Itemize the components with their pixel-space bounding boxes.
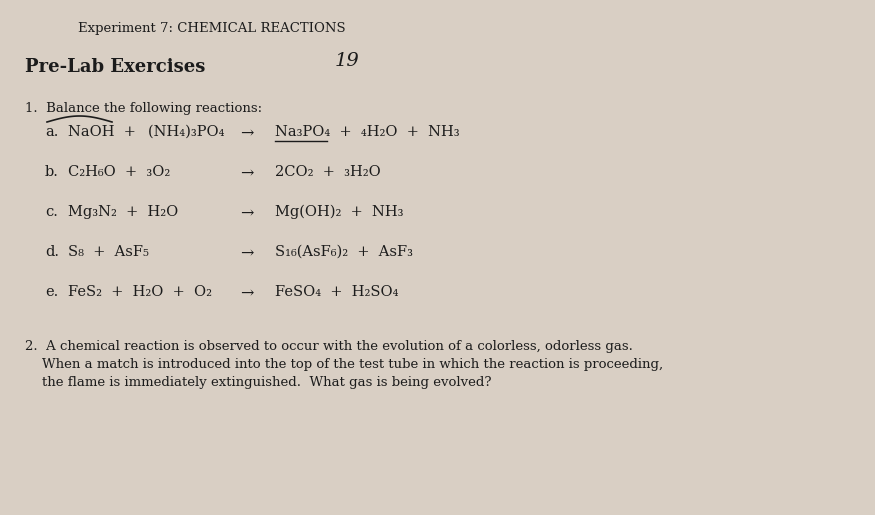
Text: →: → <box>240 245 254 262</box>
Text: →: → <box>240 165 254 182</box>
Text: a.: a. <box>45 125 59 139</box>
Text: 2.  A chemical reaction is observed to occur with the evolution of a colorless, : 2. A chemical reaction is observed to oc… <box>25 340 633 353</box>
Text: Mg(OH)₂  +  NH₃: Mg(OH)₂ + NH₃ <box>275 205 403 219</box>
Text: When a match is introduced into the top of the test tube in which the reaction i: When a match is introduced into the top … <box>25 358 663 371</box>
Text: →: → <box>240 125 254 142</box>
Text: 19: 19 <box>335 52 360 70</box>
Text: →: → <box>240 285 254 302</box>
Text: b.: b. <box>45 165 59 179</box>
Text: the flame is immediately extinguished.  What gas is being evolved?: the flame is immediately extinguished. W… <box>25 376 492 389</box>
Text: 1.  Balance the following reactions:: 1. Balance the following reactions: <box>25 102 262 115</box>
Text: FeSO₄  +  H₂SO₄: FeSO₄ + H₂SO₄ <box>275 285 398 299</box>
Text: →: → <box>240 205 254 222</box>
Text: S₈  +  AsF₅: S₈ + AsF₅ <box>68 245 149 259</box>
Text: e.: e. <box>45 285 59 299</box>
Text: Experiment 7: CHEMICAL REACTIONS: Experiment 7: CHEMICAL REACTIONS <box>78 22 346 35</box>
Text: C₂H₆O  +  ₃O₂: C₂H₆O + ₃O₂ <box>68 165 171 179</box>
Text: d.: d. <box>45 245 59 259</box>
Text: NaOH  +   (NH₄)₃PO₄: NaOH + (NH₄)₃PO₄ <box>68 125 225 139</box>
Text: c.: c. <box>45 205 58 219</box>
Text: FeS₂  +  H₂O  +  O₂: FeS₂ + H₂O + O₂ <box>68 285 212 299</box>
Text: Mg₃N₂  +  H₂O: Mg₃N₂ + H₂O <box>68 205 178 219</box>
Text: 2CO₂  +  ₃H₂O: 2CO₂ + ₃H₂O <box>275 165 381 179</box>
Text: Na₃PO₄  +  ₄H₂O  +  NH₃: Na₃PO₄ + ₄H₂O + NH₃ <box>275 125 459 139</box>
Text: Pre-Lab Exercises: Pre-Lab Exercises <box>25 58 206 76</box>
Text: S₁₆(AsF₆)₂  +  AsF₃: S₁₆(AsF₆)₂ + AsF₃ <box>275 245 413 259</box>
